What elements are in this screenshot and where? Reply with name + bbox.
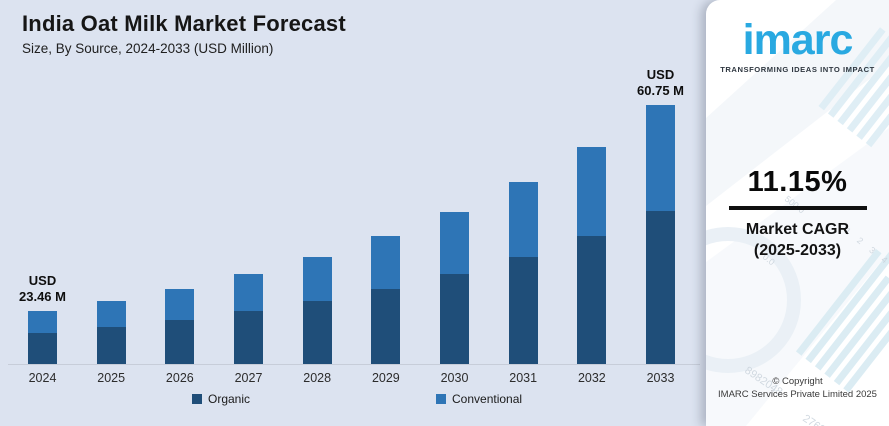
bar-2033-conventional-segment [646,104,676,211]
imarc-logo-text: imarc [742,16,854,64]
legend-label-conventional: Conventional [452,392,523,406]
value-label-2033: USD 60.75 M [637,66,684,98]
x-axis-label-2033: 2033 [646,371,675,385]
x-axis-label-2026: 2026 [165,371,194,385]
chart-title: India Oat Milk Market Forecast [22,11,346,36]
bar-2026 [165,288,195,364]
chart-legend: Organic Conventional [0,392,706,408]
bar-2025-conventional-segment [96,301,126,327]
bar-2032-organic-segment [577,235,607,364]
watermark-chart-graphic: 500.0 0.0 1 2 3 4 8982048 2768 [706,0,889,426]
bar-2033 [646,104,676,364]
bar-2029 [371,236,401,364]
x-axis-label-2024: 2024 [28,371,57,385]
x-axis-label-2030: 2030 [440,371,469,385]
chart-panel: India Oat Milk Market Forecast Size, By … [0,10,706,408]
copyright-line2: IMARC Services Private Limited 2025 [718,389,877,400]
x-axis-label-2031: 2031 [509,371,538,385]
cagr-block: 11.15% Market CAGR (2025-2033) [706,166,889,261]
bar-2027-conventional-segment [234,274,263,312]
cagr-value: 11.15% [747,166,848,198]
bar-2025 [96,301,126,364]
x-axis-label-2029: 2029 [371,371,400,385]
copyright-line1: © Copyright [772,376,823,387]
bar-2026-organic-segment [165,319,195,364]
bar-2026-conventional-segment [165,288,195,320]
x-axis-label-2027: 2027 [234,371,263,385]
bar-2032 [577,146,607,364]
x-axis-label-2025: 2025 [97,371,126,385]
legend-label-organic: Organic [208,392,251,406]
bar-2027-organic-segment [234,311,263,364]
chart-subtitle: Size, By Source, 2024-2033 (USD Million) [22,41,274,56]
bar-2031 [508,181,538,364]
watermark-number: 2768 [800,413,827,426]
bar-2030-organic-segment [440,274,470,364]
brand-panel: 500.0 0.0 1 2 3 4 8982048 2768 imarc TRA… [706,0,889,426]
imarc-tagline: TRANSFORMING IDEAS INTO IMPACT [720,65,875,74]
chart-header: India Oat Milk Market Forecast Size, By … [22,10,346,57]
bar-2027 [234,274,263,364]
bar-2028-organic-segment [302,300,332,364]
bar-2029-organic-segment [371,288,401,364]
cagr-label-line2: (2025-2033) [753,242,842,259]
bar-2030 [440,211,470,364]
imarc-logo: imarc TRANSFORMING IDEAS INTO IMPACT [706,16,889,74]
cagr-label-line1: Market CAGR [745,221,850,238]
x-axis-label-2028: 2028 [303,371,332,385]
bar-2025-organic-segment [96,326,126,364]
value-label-2024: USD 23.46 M [19,273,66,305]
copyright-notice: © Copyright IMARC Services Private Limit… [706,375,889,401]
bar-2024-conventional-segment [28,311,57,333]
plot-area: USD 23.46 M USD 60.75 M [19,66,684,364]
cagr-divider [728,206,867,210]
bar-2031-conventional-segment [508,181,538,257]
x-axis-line [8,364,700,365]
bar-2032-conventional-segment [577,146,607,236]
legend-swatch-conventional [436,394,446,404]
bar-2030-conventional-segment [440,211,470,275]
bar-2031-organic-segment [508,256,538,364]
legend-item-organic: Organic [192,392,250,406]
bar-2028 [302,256,332,364]
legend-swatch-organic [192,394,202,404]
bar-2024 [28,311,57,364]
x-axis-labels: 2024 2025 2026 2027 2028 2029 2030 2031 2032 2033 [0,371,706,387]
legend-item-conventional: Conventional [436,392,522,406]
bar-2029-conventional-segment [371,236,401,289]
bar-2028-conventional-segment [302,256,332,301]
bar-2024-organic-segment [28,332,57,364]
bar-2033-organic-segment [646,210,676,364]
x-axis-label-2032: 2032 [577,371,606,385]
